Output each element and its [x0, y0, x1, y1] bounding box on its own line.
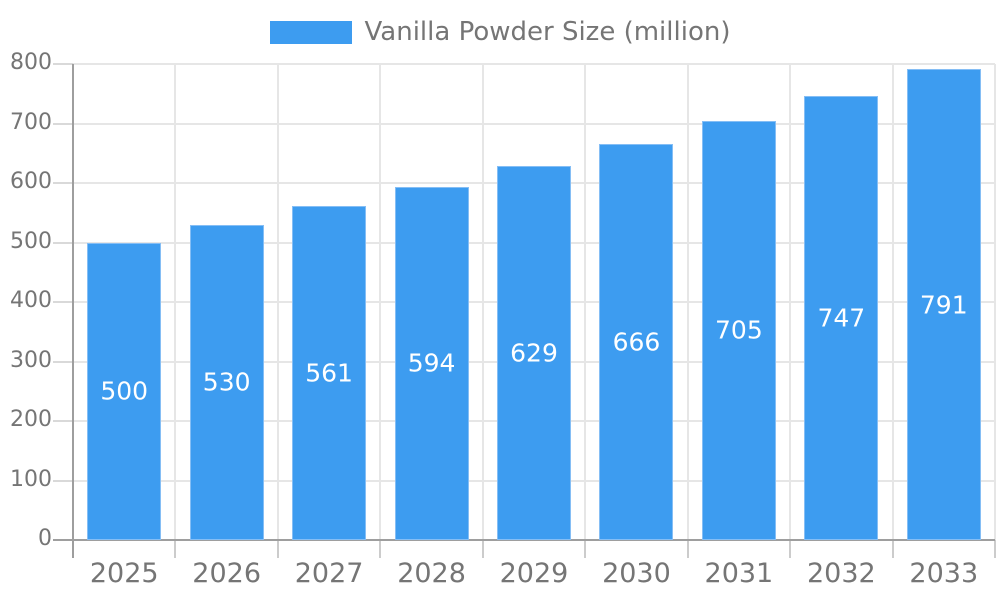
x-tick [276, 540, 279, 558]
x-tick-label: 2026 [192, 558, 262, 589]
bar[interactable]: 629 [497, 165, 571, 540]
bar-value-label: 594 [407, 348, 456, 378]
y-tick [53, 182, 73, 184]
x-tick-label: 2032 [806, 558, 876, 589]
x-tick-label: 2031 [704, 558, 774, 589]
v-gridline [174, 64, 177, 540]
y-tick-label: 300 [10, 347, 52, 373]
v-gridline [276, 64, 279, 540]
x-tick-label: 2025 [89, 558, 159, 589]
bar-value-label: 500 [100, 376, 149, 406]
bar-value-label: 705 [715, 315, 763, 345]
x-tick [481, 540, 484, 558]
y-tick [53, 63, 73, 65]
x-tick-label: 2030 [602, 558, 671, 589]
y-tick-label: 800 [10, 50, 52, 75]
x-tick [379, 540, 382, 558]
x-tick-label: 2033 [909, 558, 979, 589]
v-gridline [481, 64, 484, 540]
y-tick [53, 122, 73, 125]
bar[interactable]: 594 [394, 186, 469, 540]
y-tick [53, 301, 73, 303]
y-tick [53, 360, 73, 363]
bar[interactable]: 530 [189, 224, 264, 540]
bar-value-label: 561 [305, 358, 353, 388]
y-tick-label: 500 [10, 228, 52, 254]
h-gridline [73, 122, 995, 125]
h-gridline [73, 63, 995, 65]
v-gridline [686, 64, 689, 540]
bar[interactable]: 705 [701, 120, 776, 540]
v-gridline [584, 64, 587, 540]
bar-value-label: 666 [612, 327, 661, 357]
v-gridline [789, 64, 792, 540]
legend-swatch [269, 20, 352, 44]
x-tick [891, 540, 894, 558]
x-tick-label: 2027 [294, 558, 364, 589]
bar[interactable]: 561 [292, 206, 367, 540]
x-tick [994, 540, 996, 558]
bar[interactable]: 791 [906, 69, 981, 540]
bar-value-label: 747 [817, 303, 866, 333]
x-tick-label: 2029 [499, 558, 569, 589]
x-tick [789, 540, 792, 558]
v-gridline [994, 64, 996, 540]
y-tick [53, 420, 73, 422]
x-tick [686, 540, 689, 558]
y-tick [53, 241, 73, 244]
y-tick-label: 200 [10, 407, 52, 432]
x-tick [174, 540, 177, 558]
y-tick [53, 479, 73, 482]
bar-value-label: 629 [510, 338, 558, 368]
y-tick-label: 100 [10, 466, 52, 492]
legend[interactable]: Vanilla Powder Size (million) [0, 19, 1000, 45]
bar-value-label: 791 [919, 290, 968, 320]
y-tick-label: 700 [10, 109, 52, 135]
y-axis-line [72, 64, 74, 558]
v-gridline [379, 64, 382, 540]
bar[interactable]: 500 [87, 242, 162, 540]
y-tick-label: 400 [10, 288, 52, 313]
y-tick-label: 600 [10, 169, 52, 194]
bar-value-label: 530 [202, 367, 251, 397]
v-gridline [891, 64, 894, 540]
x-axis-line [53, 539, 995, 541]
x-tick-label: 2028 [397, 558, 466, 589]
x-tick [584, 540, 587, 558]
legend-label: Vanilla Powder Size (million) [364, 17, 731, 47]
y-tick-label: 0 [38, 526, 52, 551]
bar[interactable]: 747 [804, 95, 879, 540]
bar[interactable]: 666 [599, 143, 674, 540]
